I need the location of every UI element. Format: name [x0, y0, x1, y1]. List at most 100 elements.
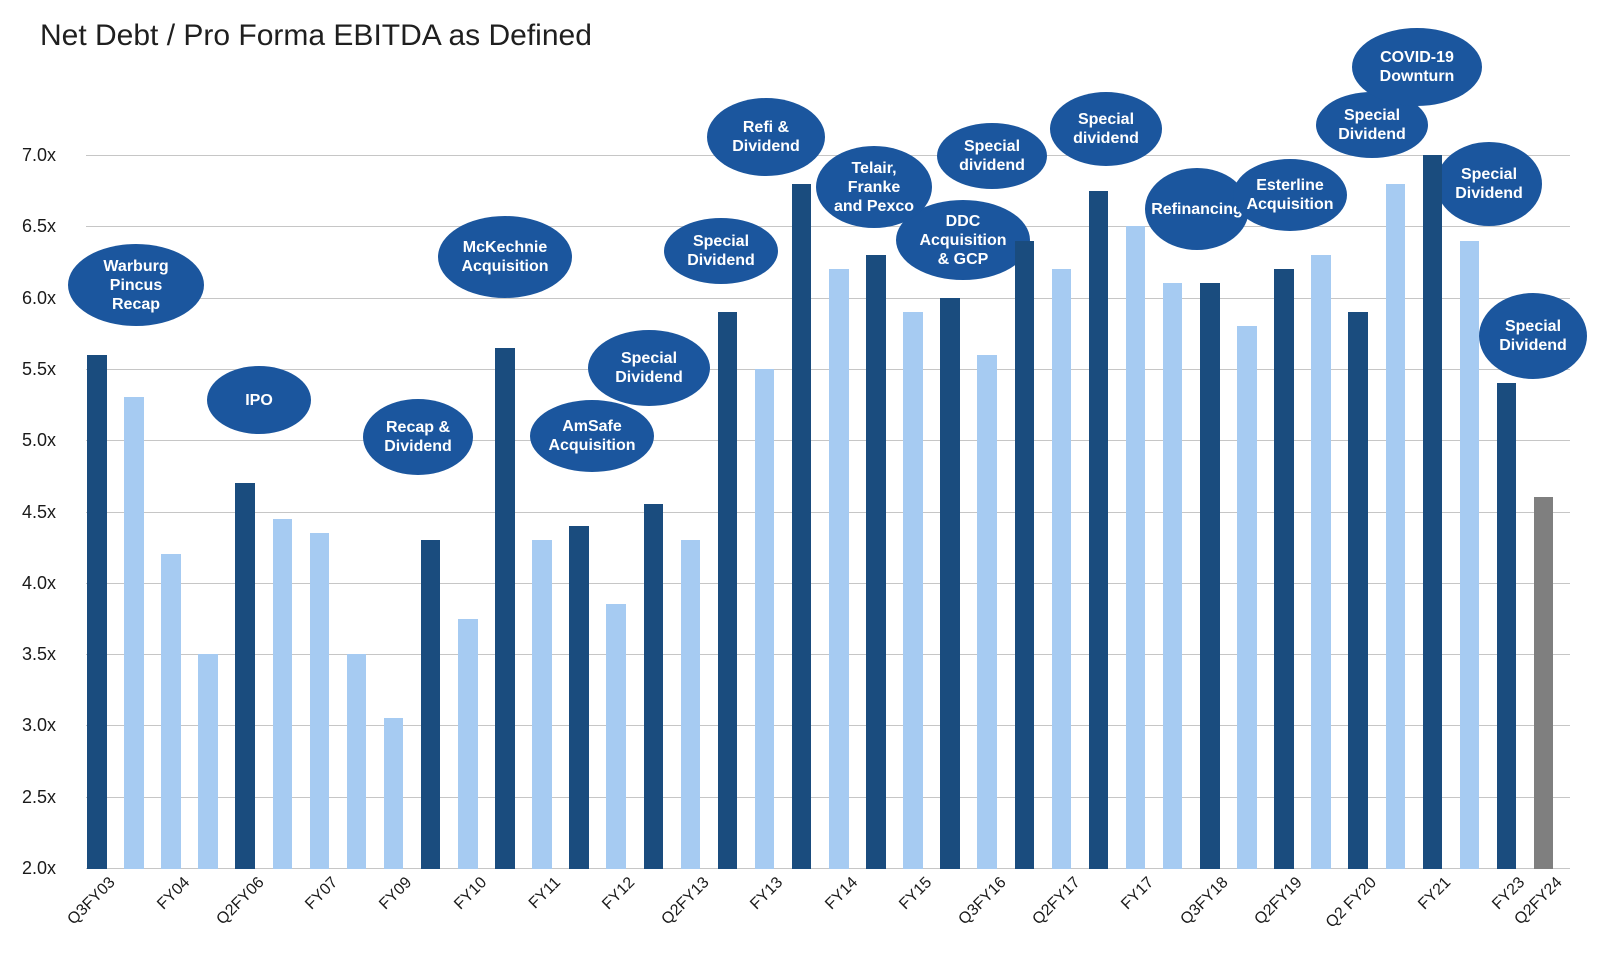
callout-esterline-acquisition: Esterline Acquisition [1233, 159, 1347, 231]
bar-unlabeled-4 [198, 654, 218, 869]
callout-text-line: Refinancing [1151, 200, 1243, 218]
y-axis-tick-label: 2.5x [21, 787, 56, 807]
callout-text-line: Special [1343, 107, 1401, 124]
callout-text-line: Special [620, 350, 678, 367]
y-axis-tick-label: 2.0x [21, 858, 56, 878]
gridline [86, 298, 1570, 299]
callout-text-line: Acquisition [1246, 196, 1334, 213]
bar-unlabeled-6 [272, 518, 292, 869]
callout-text-line: and Pexco [833, 197, 915, 215]
bar-fy09 [383, 718, 404, 869]
bar-q2fy17 [1051, 269, 1072, 869]
bar-unlabeled-2 [124, 397, 144, 869]
callout-text-line: Downturn [1379, 68, 1455, 85]
bar-q2fy20 [1348, 311, 1368, 869]
callout-text-line: Recap & [385, 419, 451, 436]
bar-q3fy18 [1200, 283, 1220, 869]
callout-text-line: Dividend [384, 438, 452, 455]
gridline [86, 512, 1570, 513]
bar-fy14 [829, 269, 849, 869]
gridline [86, 797, 1570, 798]
callout-text-line: Special [692, 233, 750, 250]
y-axis-tick-label: 4.5x [21, 502, 56, 522]
bar-fy04 [161, 554, 181, 869]
callout-text-line: COVID-19 [1380, 49, 1454, 66]
callout-text-line: Franke [847, 178, 901, 196]
callout-recap-and-dividend: Recap & Dividend [363, 399, 473, 475]
callout-text-line: dividend [1073, 130, 1139, 147]
bar-q3fy16 [977, 354, 997, 869]
gridline [86, 868, 1570, 869]
callout-refinancing: Refinancing [1145, 168, 1249, 250]
callout-special-dividend-q2fy13: Special Dividend [664, 218, 778, 284]
bar-fy10 [458, 618, 478, 869]
y-axis-tick-label: 3.5x [21, 644, 56, 664]
callout-text-line: Dividend [732, 138, 800, 155]
y-axis-tick-label: 5.5x [21, 359, 56, 379]
callout-warburg-pincus-recap: Warburg Pincus Recap [68, 244, 204, 326]
bar-q3fy03 [87, 354, 107, 869]
callout-text-line: Dividend [615, 369, 683, 386]
callout-text-line: Esterline [1256, 177, 1324, 194]
callout-text-line: Acquisition [461, 258, 549, 275]
y-axis-tick-label: 7.0x [21, 145, 56, 165]
gridline [86, 654, 1570, 655]
y-axis-tick-label: 5.0x [21, 430, 56, 450]
gridline [86, 155, 1570, 156]
bar-unlabeled-38 [1459, 240, 1480, 869]
bar-unlabeled-36 [1385, 183, 1405, 869]
callout-text-line: Recap [111, 295, 161, 313]
callout-text-line: McKechnie [462, 239, 548, 256]
callout-refi-and-dividend: Refi & Dividend [707, 98, 825, 176]
gridline [86, 725, 1570, 726]
y-axis-tick-label: 3.0x [21, 715, 56, 735]
callout-text-line: dividend [959, 157, 1025, 174]
bar-unlabeled-22 [866, 254, 886, 869]
callout-text-line: Dividend [687, 252, 755, 269]
callout-text-line: Special [1077, 111, 1135, 128]
bar-q2fy24 [1533, 497, 1554, 869]
callout-text-line: Warburg [103, 257, 169, 275]
bar-q2fy13 [680, 540, 701, 869]
callout-special-dividend-fy23: Special Dividend [1479, 293, 1587, 379]
gridline [86, 369, 1570, 370]
bar-unlabeled-10 [420, 540, 441, 869]
callout-text-line: AmSafe [562, 418, 622, 435]
bar-fy12 [606, 604, 626, 869]
callout-text-line: Acquisition [548, 437, 636, 454]
bar-fy21 [1422, 155, 1443, 869]
callout-text-line: & GCP [937, 250, 989, 268]
bar-unlabeled-18 [717, 311, 738, 869]
callout-text-line: Refi & [742, 119, 790, 136]
gridline [86, 583, 1570, 584]
callout-amsafe-acquisition: AmSafe Acquisition [530, 400, 654, 472]
chart-title: Net Debt / Pro Forma EBITDA as Defined [40, 19, 592, 52]
callout-text-line: Special [963, 138, 1021, 155]
y-axis-tick-label: 6.5x [21, 216, 56, 236]
bar-fy13 [754, 368, 775, 869]
callout-text-line: Dividend [1455, 185, 1523, 202]
callout-special-dividend-fy12: Special Dividend [588, 330, 710, 406]
bar-fy07 [309, 532, 330, 869]
bar-fy23 [1496, 383, 1517, 869]
bar-q2fy19 [1274, 269, 1294, 869]
bar-fy15 [903, 311, 923, 869]
callout-text-line: Dividend [1499, 337, 1567, 354]
callout-ipo: IPO [207, 366, 311, 434]
callout-covid-19-downturn: COVID-19 Downturn [1352, 28, 1482, 106]
bar-unlabeled-26 [1014, 240, 1034, 869]
bar-unlabeled-20 [791, 183, 812, 869]
callout-text-line: Acquisition [919, 231, 1007, 249]
bar-unlabeled-30 [1162, 283, 1183, 869]
bar-unlabeled-12 [495, 347, 515, 869]
bar-unlabeled-34 [1311, 254, 1331, 869]
y-axis-tick-label: 6.0x [21, 288, 56, 308]
callout-text-line: Special [1460, 166, 1518, 183]
callout-text-line: DDC [945, 212, 981, 230]
bar-unlabeled-24 [940, 297, 960, 869]
